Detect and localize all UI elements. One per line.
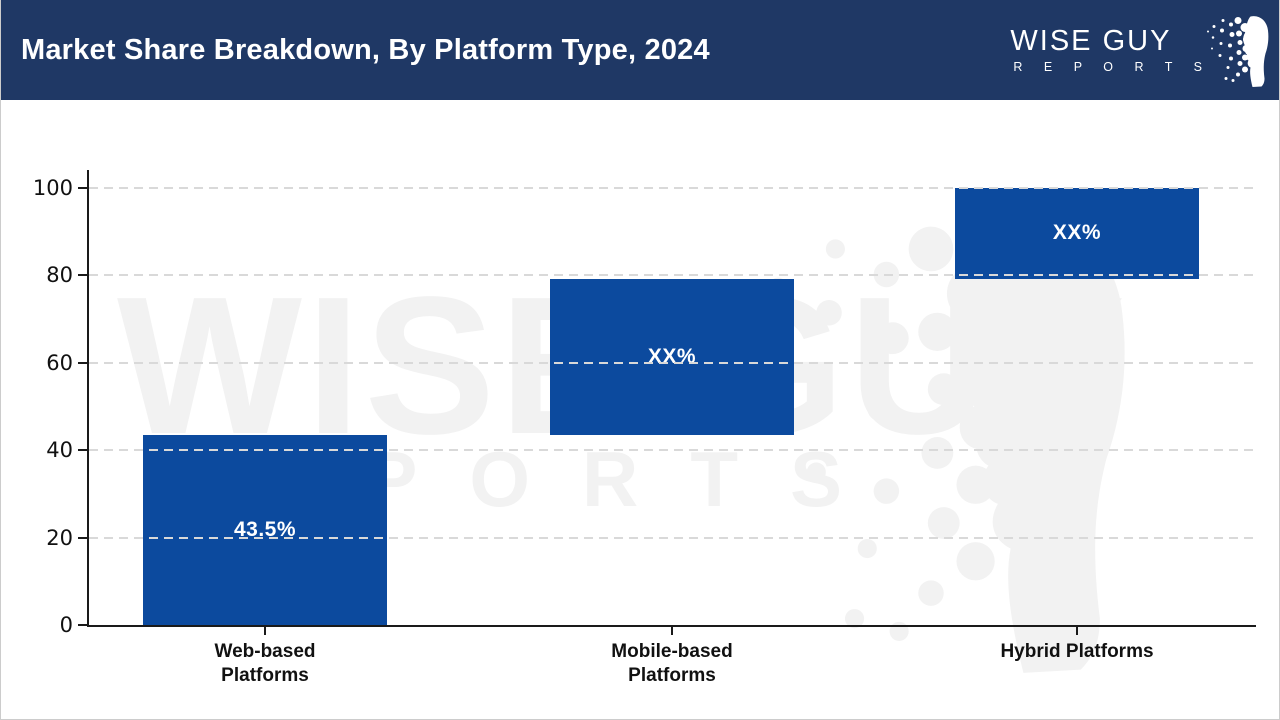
logo-subtext: R E P O R T S (1013, 59, 1211, 74)
gridline (89, 274, 1254, 276)
x-axis-tick (1076, 627, 1078, 635)
y-axis-tick (78, 449, 87, 451)
gridline (89, 536, 1254, 539)
x-axis-category-label: Web-based Platforms (214, 641, 316, 686)
y-axis-tick-label: 20 (46, 525, 73, 550)
gridline (89, 361, 1254, 364)
bar-value-label: XX% (1052, 221, 1102, 245)
x-axis-line (87, 625, 1256, 627)
y-axis-tick-label: 40 (46, 438, 73, 462)
y-axis-tick (78, 536, 87, 539)
bar: XX% (550, 279, 794, 435)
x-axis-category-label: Mobile-based Platforms (611, 641, 733, 686)
y-axis-tick (78, 624, 87, 626)
y-axis-tick (78, 274, 87, 276)
y-axis-tick-label: 100 (32, 175, 73, 200)
y-axis-tick-label: 0 (59, 613, 73, 637)
gridline (89, 186, 1254, 189)
x-axis-tick (264, 627, 266, 635)
header-bar: Market Share Breakdown, By Platform Type… (1, 0, 1279, 100)
gridline (89, 449, 1254, 451)
logo-text: WISE GUY R E P O R T S (1010, 25, 1211, 74)
bar: 43.5% (143, 434, 387, 625)
y-axis-line (87, 170, 89, 627)
y-axis-tick-label: 60 (46, 350, 73, 375)
logo-wordmark: WISE GUY (1010, 25, 1172, 58)
x-axis-tick (671, 627, 673, 635)
y-axis-tick (78, 361, 87, 364)
y-axis-tick-label: 80 (46, 263, 73, 287)
x-axis-category-label: Hybrid Platforms (1000, 641, 1154, 662)
wiseguy-logo: WISE GUY R E P O R T S (1010, 8, 1273, 92)
logo-face-dots-icon (1207, 16, 1269, 87)
chart-title: Market Share Breakdown, By Platform Type… (21, 33, 710, 66)
bar-value-label: 43.5% (233, 517, 297, 541)
bar-value-label: XX% (647, 345, 697, 369)
bar: XX% (955, 187, 1199, 280)
y-axis-tick (78, 186, 87, 189)
